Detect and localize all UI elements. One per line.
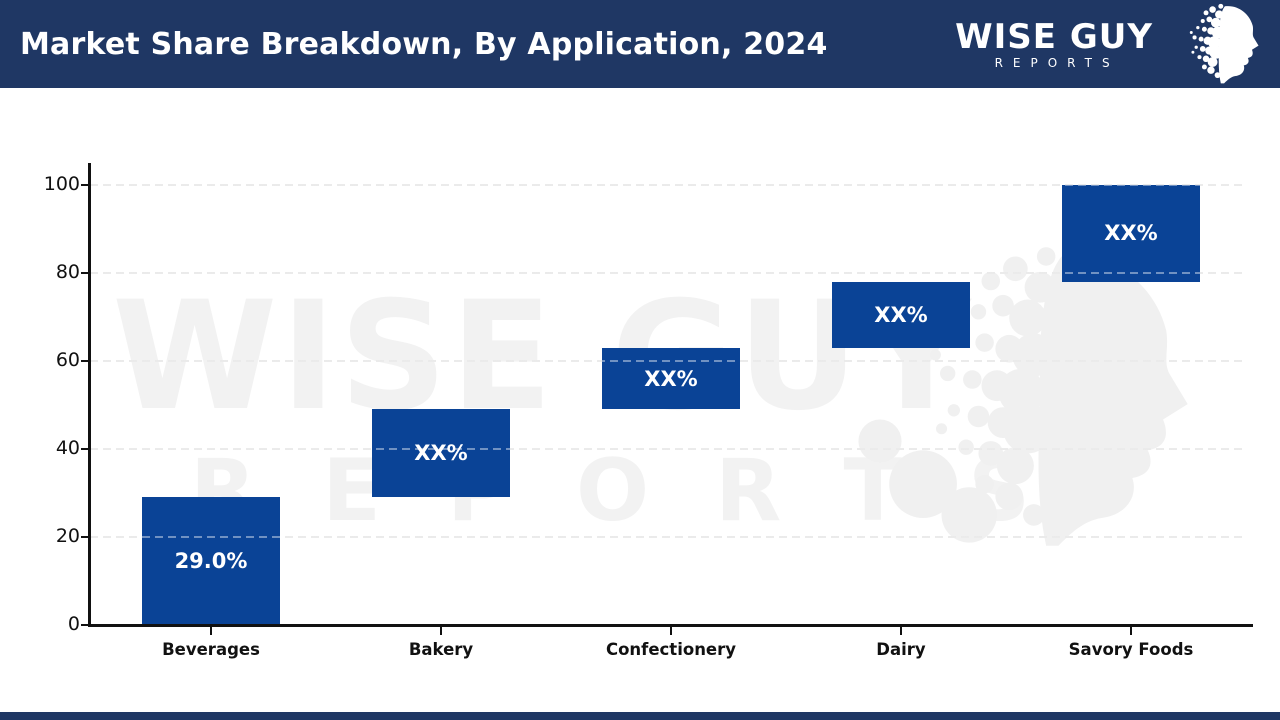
gridline: [90, 272, 1245, 274]
x-axis-line: [88, 624, 1253, 627]
bar-value-label: XX%: [874, 302, 928, 327]
bar-value-label: XX%: [414, 441, 468, 466]
y-tick-mark: [81, 184, 90, 186]
y-axis-line: [88, 163, 91, 627]
x-category-label: Savory Foods: [1068, 640, 1194, 659]
gridline: [90, 448, 1245, 450]
x-tick-mark: [210, 626, 212, 635]
y-tick-label: 40: [55, 437, 80, 459]
x-category-label: Bakery: [408, 640, 474, 659]
gridline: [90, 536, 1245, 538]
y-tick-label: 100: [43, 173, 80, 195]
wiseguy-logo: WISE GUY REPORTS: [955, 0, 1262, 88]
x-tick-mark: [440, 626, 442, 635]
gridline-highlight: [90, 448, 1245, 450]
bar-beverages: [142, 497, 280, 625]
gridline: [90, 184, 1245, 186]
bar-value-label: 29.0%: [174, 549, 248, 574]
y-tick-label: 80: [55, 261, 80, 283]
gridline-highlight: [90, 536, 1245, 538]
wiseguy-face-icon: [1189, 3, 1259, 84]
y-tick-mark: [81, 448, 90, 450]
bar-confectionery: [602, 347, 740, 410]
bar-value-label: XX%: [1104, 221, 1158, 246]
gridline-highlight: [90, 272, 1245, 274]
wiseguy-logo-text: WISE GUY REPORTS: [955, 20, 1153, 69]
page-title: Market Share Breakdown, By Application, …: [20, 26, 828, 62]
watermark-subtext: REPORTS: [190, 441, 1097, 541]
logo-wordmark: WISE GUY: [955, 16, 1153, 57]
bar-dairy: [832, 281, 970, 348]
y-tick-label: 20: [55, 525, 80, 547]
x-tick-mark: [900, 626, 902, 635]
x-tick-mark: [1130, 626, 1132, 635]
y-tick-mark: [81, 272, 90, 274]
x-category-label: Beverages: [162, 640, 260, 659]
bar-bakery: [372, 409, 510, 498]
y-tick-mark: [81, 536, 90, 538]
x-category-label: Confectionery: [605, 640, 737, 659]
y-tick-label: 60: [55, 349, 80, 371]
footer-bar: [0, 712, 1280, 720]
header-bar: Market Share Breakdown, By Application, …: [0, 0, 1280, 88]
y-tick-label: 0: [67, 613, 80, 635]
logo-subtext: REPORTS: [994, 55, 1120, 70]
x-tick-mark: [670, 626, 672, 635]
y-tick-mark: [81, 360, 90, 362]
gridline-highlight: [90, 360, 1245, 362]
gridline-highlight: [90, 184, 1245, 186]
bar-value-label: XX%: [644, 366, 698, 391]
x-category-label: Dairy: [876, 640, 926, 659]
y-tick-mark: [81, 624, 90, 626]
